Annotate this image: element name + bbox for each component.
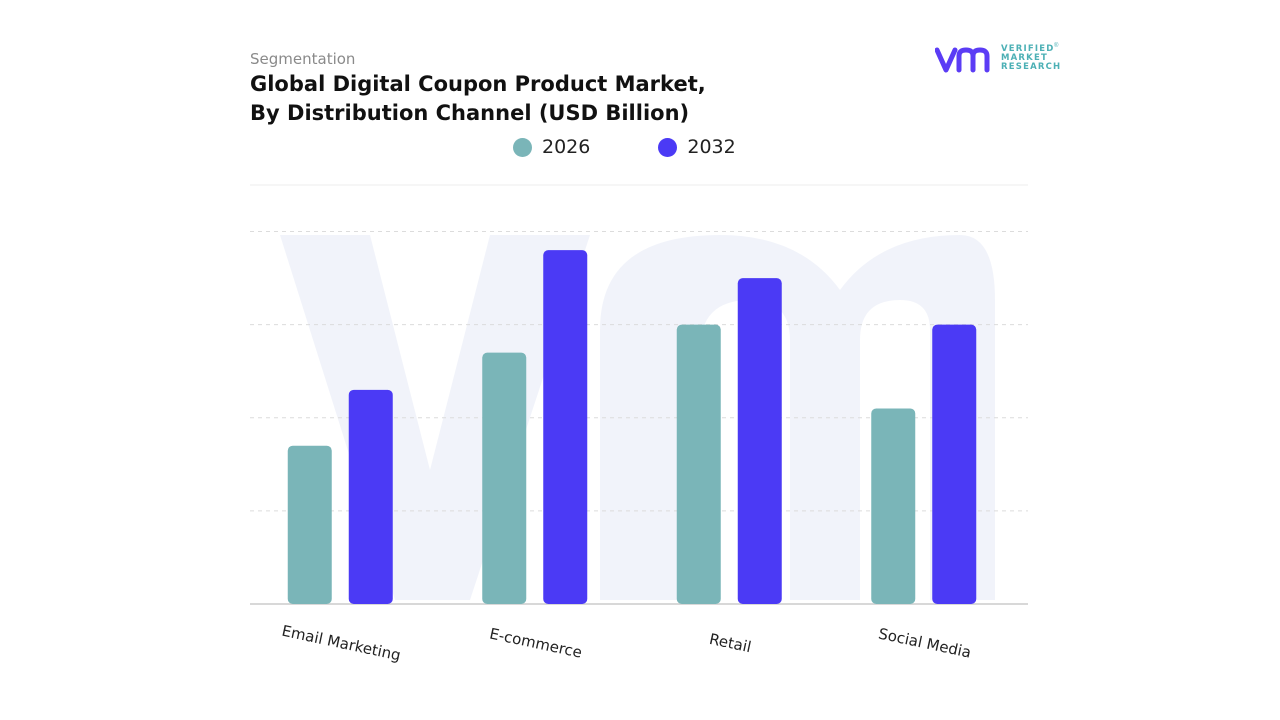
vmr-logo: VERIFIED MARKET RESEARCH ® <box>935 43 1065 76</box>
chart-title-line-2: By Distribution Channel (USD Billion) <box>250 101 690 125</box>
bar-e-commerce-2026 <box>482 352 527 604</box>
legend-label-2026: 2026 <box>542 136 591 158</box>
bar-retail-2026 <box>676 324 721 604</box>
x-tick-label: Email Marketing <box>280 622 402 665</box>
x-tick-label: Social Media <box>877 625 973 662</box>
bar-e-commerce-2032 <box>543 250 588 604</box>
legend-swatch-2026 <box>513 137 532 157</box>
legend-item-2032: 2032 <box>658 136 736 158</box>
chart-legend: 2026 2032 <box>513 136 804 158</box>
registered-mark: ® <box>1054 43 1059 49</box>
logo-line-2: MARKET <box>1001 53 1048 63</box>
legend-swatch-2032 <box>658 137 678 157</box>
legend-label-2032: 2032 <box>687 136 736 158</box>
x-tick-label: Retail <box>708 630 753 656</box>
legend-item-2026: 2026 <box>513 136 590 158</box>
bar-social-media-2032 <box>932 324 977 604</box>
vmr-logo-text: VERIFIED MARKET RESEARCH <box>1001 45 1061 72</box>
logo-line-1: VERIFIED <box>1001 44 1055 54</box>
chart-title-line-1: Global Digital Coupon Product Market, <box>250 72 706 96</box>
vmr-logo-mark-icon <box>935 47 990 73</box>
bar-email-marketing-2026 <box>287 445 332 604</box>
bar-retail-2032 <box>737 278 782 604</box>
chart-title: Global Digital Coupon Product Market, By… <box>250 70 706 128</box>
segmentation-label: Segmentation <box>250 50 356 68</box>
bar-social-media-2026 <box>871 408 916 604</box>
logo-line-3: RESEARCH <box>1001 62 1062 72</box>
x-tick-label: E-commerce <box>488 625 584 662</box>
bar-email-marketing-2032 <box>348 389 393 604</box>
